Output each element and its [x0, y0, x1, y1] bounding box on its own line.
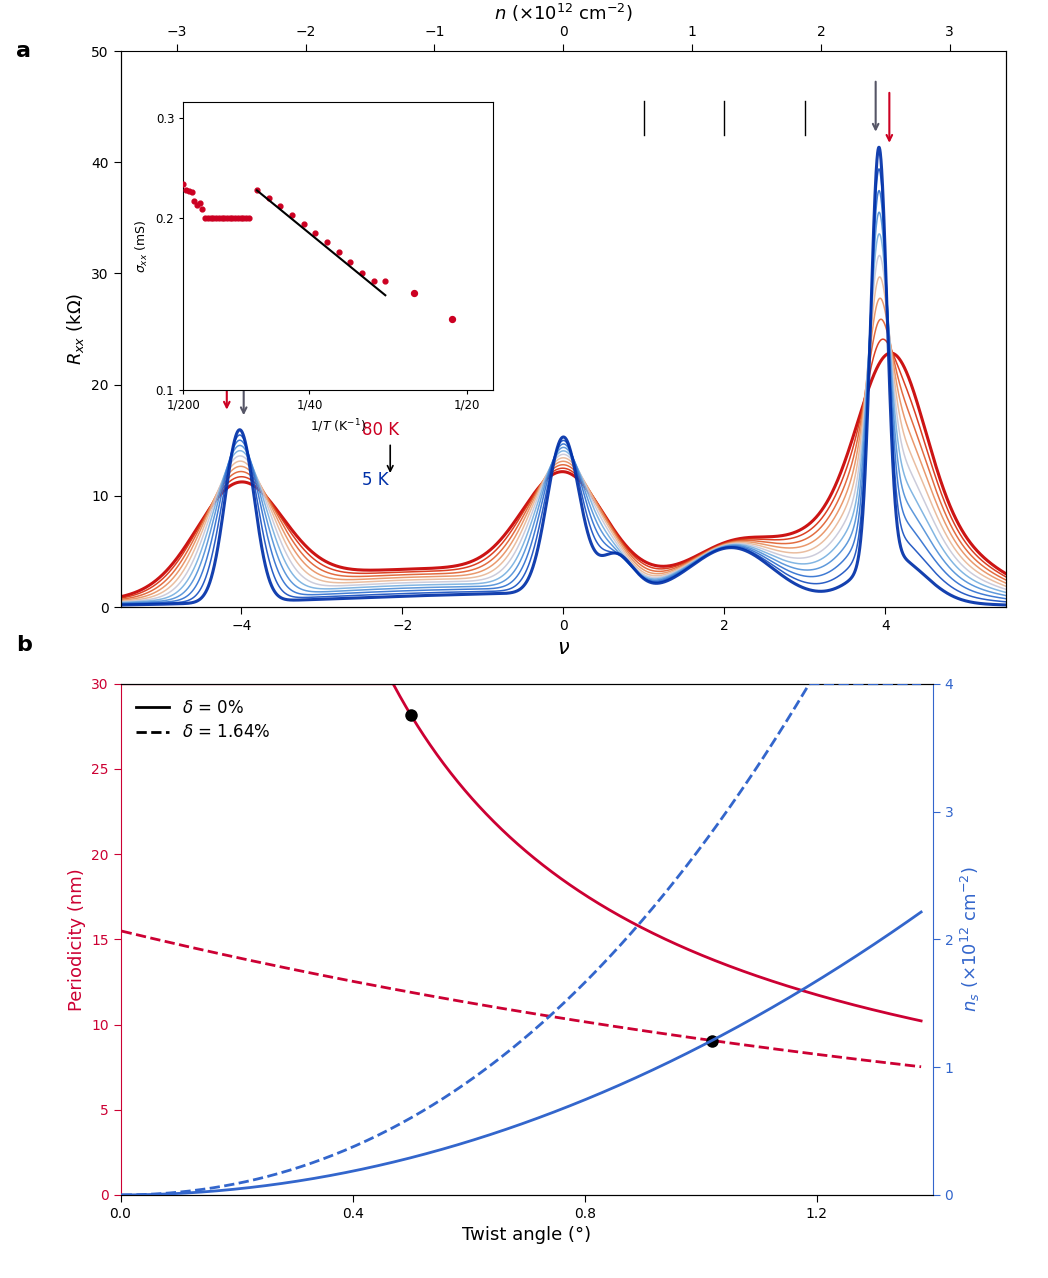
- Point: [319, 231, 335, 252]
- Point: [208, 208, 224, 229]
- Point: [407, 282, 423, 303]
- Point: [180, 180, 197, 201]
- Point: [183, 181, 200, 202]
- Text: 80 K: 80 K: [362, 420, 399, 438]
- Point: [202, 208, 219, 229]
- Point: [230, 208, 246, 229]
- X-axis label: 1/$T$ (K$^{-1}$): 1/$T$ (K$^{-1}$): [310, 418, 366, 435]
- Point: [353, 262, 370, 282]
- Point: [194, 199, 211, 220]
- Point: [330, 242, 347, 262]
- Y-axis label: $n_s$ (×10$^{12}$ cm$^{-2}$): $n_s$ (×10$^{12}$ cm$^{-2}$): [959, 866, 982, 1012]
- Point: [240, 208, 257, 229]
- Point: [224, 208, 241, 229]
- Point: [342, 252, 358, 272]
- Point: [296, 213, 312, 234]
- Point: [260, 188, 277, 208]
- Text: b: b: [16, 635, 31, 656]
- X-axis label: $\nu$: $\nu$: [556, 639, 570, 658]
- Point: [199, 208, 216, 229]
- Y-axis label: $\sigma_{xx}$ (mS): $\sigma_{xx}$ (mS): [134, 220, 150, 272]
- X-axis label: Twist angle (°): Twist angle (°): [462, 1227, 591, 1245]
- Point: [284, 204, 301, 225]
- Point: [211, 208, 227, 229]
- Point: [248, 180, 265, 201]
- Point: [219, 208, 236, 229]
- Point: [216, 208, 233, 229]
- X-axis label: $n$ (×10$^{12}$ cm$^{-2}$): $n$ (×10$^{12}$ cm$^{-2}$): [494, 1, 633, 24]
- Point: [205, 208, 222, 229]
- Point: [175, 174, 192, 194]
- Point: [189, 194, 205, 215]
- Point: [307, 222, 324, 243]
- Point: [366, 271, 383, 291]
- Point: [185, 192, 202, 212]
- Text: a: a: [16, 41, 30, 61]
- Point: [235, 208, 252, 229]
- Point: [377, 271, 394, 291]
- Point: [221, 208, 238, 229]
- Point: [271, 197, 288, 217]
- Point: [192, 192, 209, 212]
- Point: [238, 208, 255, 229]
- Point: [226, 208, 243, 229]
- Text: 5 K: 5 K: [362, 470, 389, 488]
- Point: [233, 208, 249, 229]
- Point: [443, 309, 460, 330]
- Point: [178, 180, 195, 201]
- Y-axis label: $R_{xx}$ (kΩ): $R_{xx}$ (kΩ): [65, 293, 86, 366]
- Point: [213, 208, 230, 229]
- Legend: $\delta$ = 0%, $\delta$ = 1.64%: $\delta$ = 0%, $\delta$ = 1.64%: [129, 693, 278, 748]
- Y-axis label: Periodicity (nm): Periodicity (nm): [67, 868, 86, 1011]
- Point: [197, 207, 214, 227]
